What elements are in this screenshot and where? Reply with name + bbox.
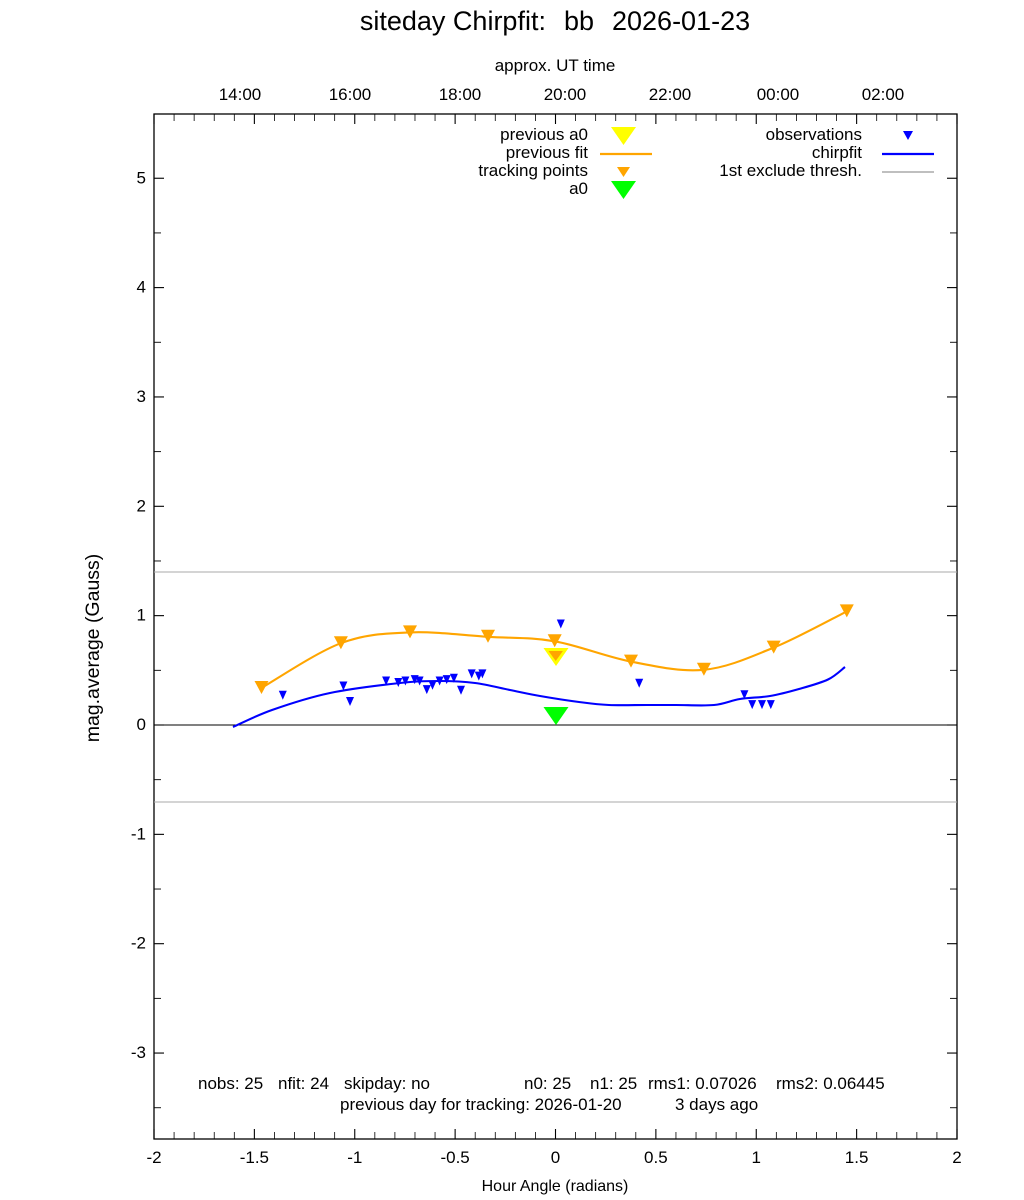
svg-text:1: 1 <box>752 1148 761 1167</box>
svg-text:mag.average (Gauss): mag.average (Gauss) <box>82 554 104 743</box>
svg-text:-1.5: -1.5 <box>240 1148 269 1167</box>
svg-text:22:00: 22:00 <box>649 85 692 104</box>
svg-text:0: 0 <box>551 1148 560 1167</box>
svg-text:nfit: 24: nfit: 24 <box>278 1074 329 1093</box>
svg-text:3 days ago: 3 days ago <box>675 1095 758 1114</box>
svg-text:1st exclude thresh.: 1st exclude thresh. <box>719 161 862 180</box>
svg-text:observations: observations <box>766 125 862 144</box>
svg-text:Hour Angle (radians): Hour Angle (radians) <box>482 1178 629 1195</box>
svg-text:previous fit: previous fit <box>506 143 588 162</box>
svg-text:nobs: 25: nobs: 25 <box>198 1074 263 1093</box>
svg-text:previous a0: previous a0 <box>500 125 588 144</box>
svg-text:skipday: no: skipday: no <box>344 1074 430 1093</box>
svg-text:00:00: 00:00 <box>757 85 800 104</box>
svg-text:1.5: 1.5 <box>845 1148 869 1167</box>
svg-text:4: 4 <box>137 278 146 297</box>
svg-text:-3: -3 <box>131 1043 146 1062</box>
svg-text:n0: 25: n0: 25 <box>524 1074 571 1093</box>
svg-text:-2: -2 <box>131 934 146 953</box>
svg-text:rms1: 0.07026: rms1: 0.07026 <box>648 1074 757 1093</box>
svg-text:14:00: 14:00 <box>219 85 262 104</box>
svg-text:2: 2 <box>952 1148 961 1167</box>
svg-text:rms2: 0.06445: rms2: 0.06445 <box>776 1074 885 1093</box>
svg-text:16:00: 16:00 <box>329 85 372 104</box>
svg-text:20:00: 20:00 <box>544 85 587 104</box>
svg-text:-0.5: -0.5 <box>440 1148 469 1167</box>
svg-text:2: 2 <box>137 496 146 515</box>
svg-text:1: 1 <box>137 606 146 625</box>
svg-text:-2: -2 <box>146 1148 161 1167</box>
svg-text:chirpfit: chirpfit <box>812 143 862 162</box>
svg-text:0: 0 <box>137 715 146 734</box>
svg-text:-1: -1 <box>347 1148 362 1167</box>
svg-text:n1: 25: n1: 25 <box>590 1074 637 1093</box>
svg-text:3: 3 <box>137 387 146 406</box>
svg-text:-1: -1 <box>131 824 146 843</box>
svg-text:0.5: 0.5 <box>644 1148 668 1167</box>
svg-text:a0: a0 <box>569 179 588 198</box>
svg-text:02:00: 02:00 <box>862 85 905 104</box>
svg-text:5: 5 <box>137 168 146 187</box>
svg-text:18:00: 18:00 <box>439 85 482 104</box>
svg-text:approx. UT time: approx. UT time <box>495 56 616 75</box>
svg-text:tracking points: tracking points <box>478 161 588 180</box>
svg-text:previous day for tracking: 20: previous day for tracking: 2026-01-20 <box>340 1095 622 1114</box>
